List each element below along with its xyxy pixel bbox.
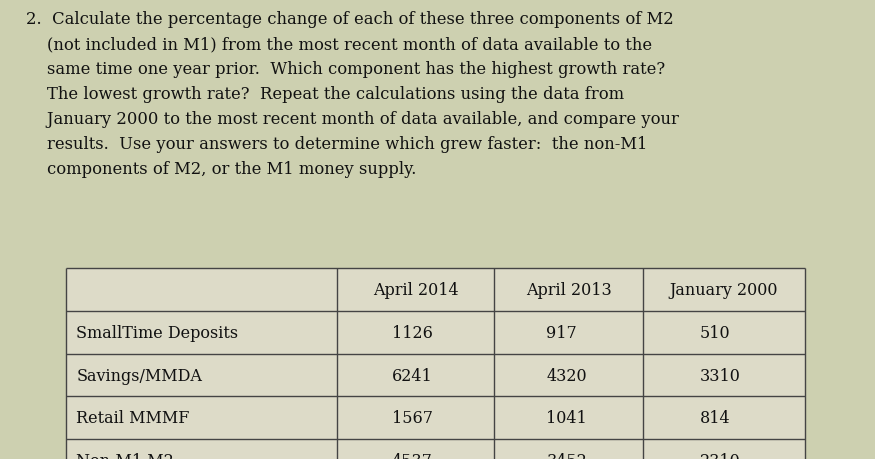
Text: 2.  Calculate the percentage change of each of these three components of M2: 2. Calculate the percentage change of ea… (26, 11, 674, 28)
Text: 4320: 4320 (546, 367, 587, 384)
Text: 510: 510 (700, 324, 731, 341)
Text: SmallTime Deposits: SmallTime Deposits (76, 324, 238, 341)
Text: 6241: 6241 (392, 367, 433, 384)
Text: Savings/MMDA: Savings/MMDA (76, 367, 202, 384)
Text: The lowest growth rate?  Repeat the calculations using the data from: The lowest growth rate? Repeat the calcu… (26, 86, 625, 103)
Text: 3452: 3452 (546, 452, 587, 459)
Text: January 2000 to the most recent month of data available, and compare your: January 2000 to the most recent month of… (26, 111, 679, 128)
Text: 1126: 1126 (392, 324, 433, 341)
Text: same time one year prior.  Which component has the highest growth rate?: same time one year prior. Which componen… (26, 61, 665, 78)
Text: 3310: 3310 (700, 367, 740, 384)
Text: Retail MMMF: Retail MMMF (76, 409, 190, 426)
Text: (not included in M1) from the most recent month of data available to the: (not included in M1) from the most recen… (26, 36, 653, 53)
Text: components of M2, or the M1 money supply.: components of M2, or the M1 money supply… (26, 161, 416, 178)
Text: 814: 814 (700, 409, 731, 426)
Text: April 2014: April 2014 (373, 281, 458, 298)
Text: 1041: 1041 (546, 409, 587, 426)
Text: results.  Use your answers to determine which grew faster:  the non-M1: results. Use your answers to determine w… (26, 136, 648, 153)
Text: Non-M1 M2: Non-M1 M2 (76, 452, 174, 459)
Text: 2310: 2310 (700, 452, 740, 459)
Text: 917: 917 (546, 324, 578, 341)
Text: January 2000: January 2000 (670, 281, 779, 298)
Text: April 2013: April 2013 (526, 281, 612, 298)
Text: 4537: 4537 (392, 452, 433, 459)
Text: 1567: 1567 (392, 409, 433, 426)
